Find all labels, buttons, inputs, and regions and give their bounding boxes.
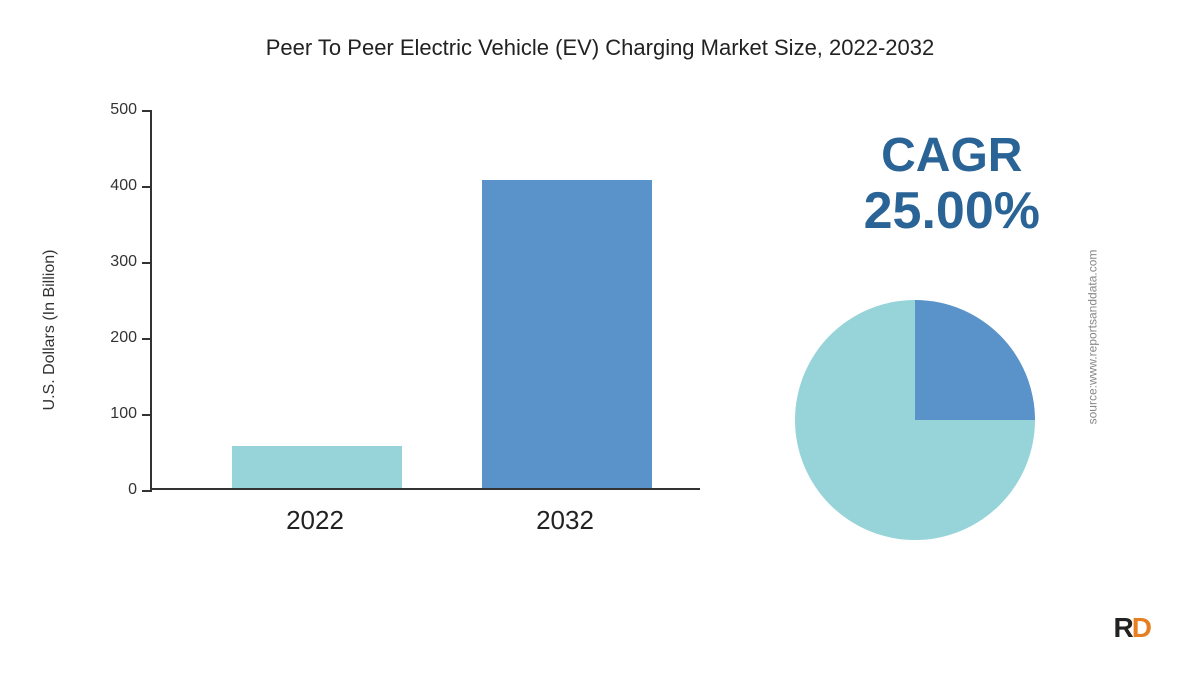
y-tick [142,186,152,188]
y-tick-label: 300 [102,253,137,271]
y-tick-label: 100 [102,405,137,423]
y-tick-label: 400 [102,177,137,195]
y-tick-label: 0 [102,481,137,499]
y-tick [142,262,152,264]
y-tick-label: 200 [102,329,137,347]
cagr-block: CAGR 25.00% [864,130,1040,240]
bar-chart: U.S. Dollars (In Billion) 01002003004005… [100,110,700,550]
plot-area: 0100200300400500 [150,110,700,490]
y-axis-label: U.S. Dollars (In Billion) [41,250,59,411]
y-tick [142,490,152,492]
logo-r-letter: R [1114,612,1132,643]
brand-logo: RD [1114,612,1150,644]
bar-2032 [482,180,652,488]
cagr-value: 25.00% [864,183,1040,240]
cagr-label: CAGR [864,130,1040,183]
y-tick [142,110,152,112]
logo-d-letter: D [1132,612,1150,643]
x-label-2032: 2032 [536,505,594,536]
source-attribution: source:www.reportsanddata.com [1086,250,1100,425]
y-tick [142,414,152,416]
pie-chart [795,300,1035,540]
chart-title: Peer To Peer Electric Vehicle (EV) Charg… [60,35,1140,61]
pie-slice-0 [915,300,1035,420]
bar-2022 [232,446,402,488]
y-tick-label: 500 [102,101,137,119]
y-tick [142,338,152,340]
x-label-2022: 2022 [286,505,344,536]
